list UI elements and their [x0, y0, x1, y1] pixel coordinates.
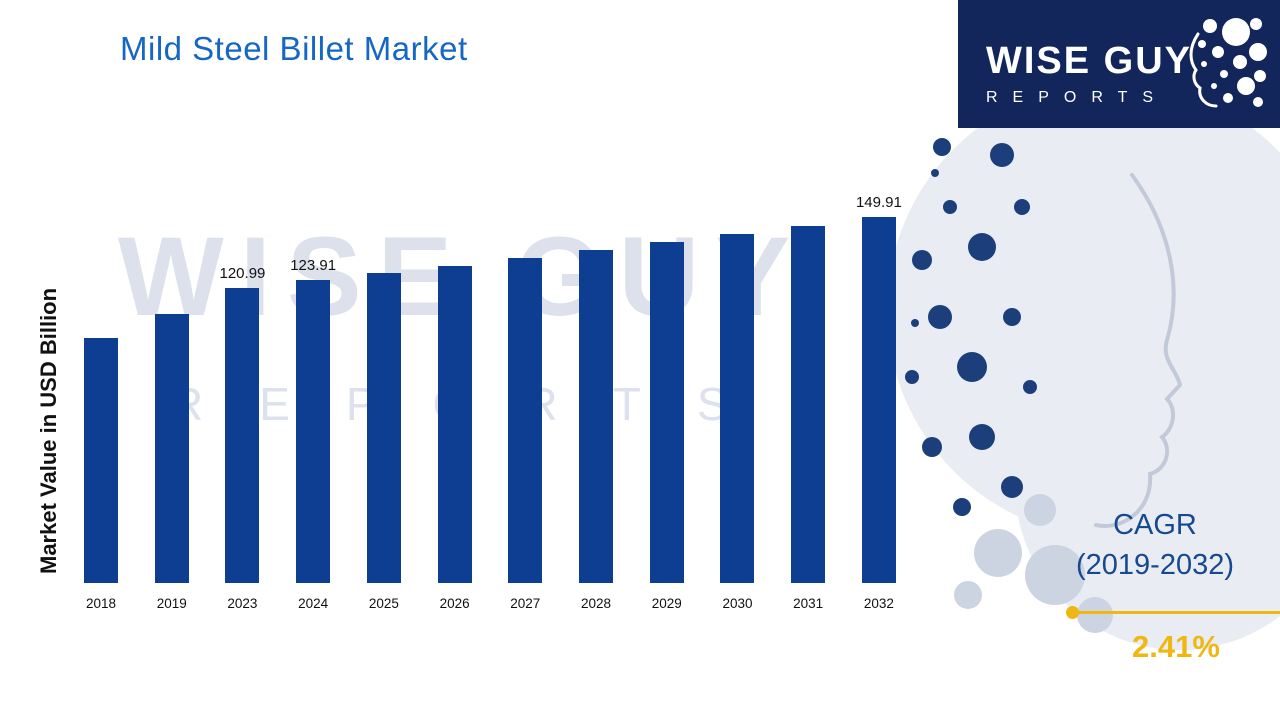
- x-tick-label: 2029: [651, 596, 682, 611]
- x-tick-label: 2032: [863, 596, 894, 611]
- cagr-value: 2.41%: [1132, 629, 1220, 664]
- bar-group: 2026: [437, 138, 472, 611]
- bar-group: 2025: [366, 138, 401, 611]
- bar: [791, 226, 826, 583]
- brand-name: WISE GUY: [986, 40, 1193, 82]
- x-tick-label: 2028: [581, 596, 612, 611]
- bar-group: 120.99 2023: [220, 138, 266, 611]
- x-tick-label: 2027: [510, 596, 541, 611]
- bar-chart: 2018 2019 120.99 2023 123.91 2024 2025 2026 2027…: [84, 138, 902, 611]
- bar: [649, 242, 684, 583]
- bar-group: 2018: [84, 138, 118, 611]
- bar: [225, 288, 260, 583]
- bar: [154, 314, 189, 583]
- bar-group: 2028: [579, 138, 614, 611]
- y-axis-label: Market Value in USD Billion: [36, 287, 61, 574]
- page-title: Mild Steel Billet Market: [120, 30, 468, 67]
- x-tick-label: 2026: [439, 596, 470, 611]
- bar: [508, 258, 543, 583]
- bar: [437, 266, 472, 583]
- bar: [84, 338, 118, 583]
- x-tick-label: 2030: [722, 596, 753, 611]
- head-profile-watermark: [887, 82, 1280, 650]
- brand-subtitle: REPORTS: [986, 89, 1169, 106]
- bar: [366, 273, 401, 583]
- brand-panel: WISE GUY REPORTS: [958, 0, 1280, 128]
- cagr-range: (2019-2032): [1076, 549, 1234, 581]
- x-tick-label: 2019: [156, 596, 187, 611]
- face-profile-line: [1094, 173, 1183, 528]
- bar: [861, 217, 896, 583]
- bar: [720, 234, 755, 583]
- x-tick-label: 2025: [368, 596, 399, 611]
- bar-value-label: 120.99: [219, 265, 266, 282]
- x-tick-label: 2018: [85, 596, 117, 611]
- cagr-label: CAGR: [1113, 509, 1197, 541]
- bar-group: 123.91 2024: [290, 138, 336, 611]
- bar-group: 2019: [154, 138, 189, 611]
- x-tick-label: 2024: [298, 596, 329, 611]
- gray-dots: [954, 494, 1113, 633]
- bar-group: 2030: [720, 138, 755, 611]
- bar-value-label: 123.91: [290, 257, 337, 274]
- bar-group: 2027: [508, 138, 543, 611]
- x-tick-label: 2031: [793, 596, 824, 611]
- bar-group: 2031: [791, 138, 826, 611]
- cagr-label-block: CAGR (2019-2032): [1030, 505, 1280, 585]
- logo-face-icon: [1189, 18, 1267, 108]
- x-tick-label: 2023: [227, 596, 258, 611]
- brand-logo: WISE GUY REPORTS: [986, 40, 1192, 107]
- bar-value-label: 149.91: [855, 194, 902, 211]
- cagr-divider-line: [1072, 611, 1280, 614]
- bar: [579, 250, 614, 583]
- bar-group: 149.91 2032: [856, 138, 902, 611]
- bar-group: 2029: [649, 138, 684, 611]
- bar: [296, 280, 331, 583]
